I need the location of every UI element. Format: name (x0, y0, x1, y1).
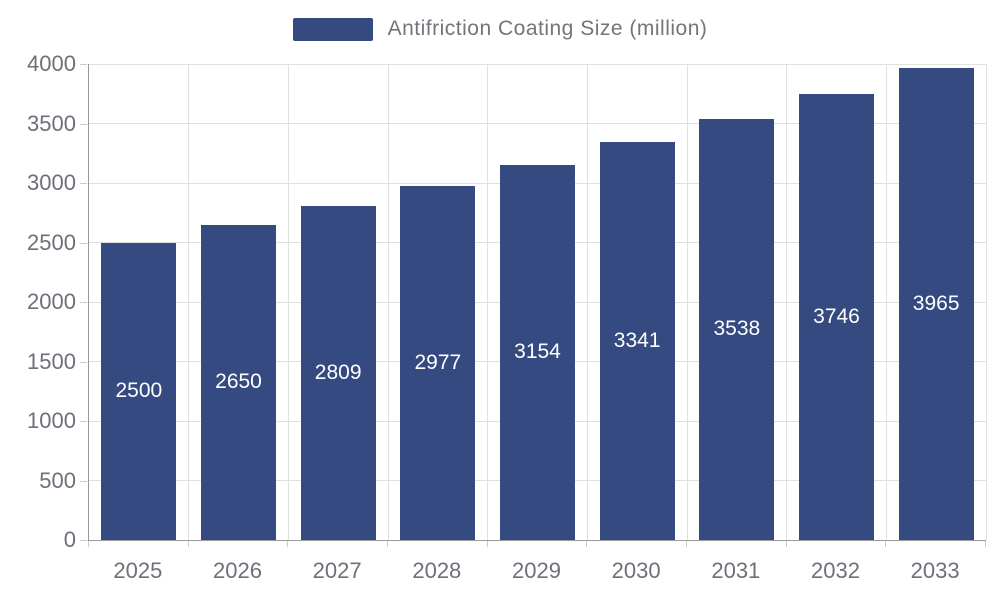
y-tick-label: 2000 (27, 289, 76, 314)
bar (699, 118, 775, 540)
x-tick-mark (885, 541, 887, 547)
bar-value-label: 2500 (115, 379, 163, 403)
y-tick-mark (80, 540, 87, 541)
y-tick-mark (80, 480, 87, 482)
x-tick-mark (287, 541, 289, 547)
bar-value-label: 3965 (912, 292, 960, 316)
gridline-vertical (985, 64, 987, 540)
bar-value-label: 3538 (713, 317, 761, 341)
x-tick-label: 2025 (113, 558, 163, 583)
x-axis-labels: 2025 2026 2027 2028 2029 2030 2031 2032 2033 (88, 558, 985, 588)
bar-value-label: 3154 (514, 340, 561, 364)
gridline-vertical (487, 64, 489, 540)
gridline-vertical (188, 64, 190, 540)
gridline-vertical (586, 64, 588, 540)
y-tick-mark (80, 242, 87, 244)
bar (101, 242, 177, 540)
legend[interactable]: Antifriction Coating Size (million) (0, 17, 1000, 41)
plot-area: 2500 2650 2809 2977 3154 3341 3538 3746 3965 (88, 63, 987, 541)
y-tick-label: 3000 (27, 170, 76, 195)
x-tick-label: 2033 (910, 558, 960, 583)
y-tick-label: 500 (39, 467, 76, 493)
gridline-vertical (786, 64, 788, 540)
x-tick-label: 2029 (512, 558, 561, 583)
gridline-vertical (885, 64, 887, 540)
bar-value-label: 3341 (613, 329, 661, 353)
bar (799, 94, 874, 540)
gridline-vertical (287, 64, 289, 540)
y-tick-mark (80, 361, 87, 363)
x-tick-label: 2026 (213, 558, 262, 583)
y-tick-mark (80, 64, 87, 65)
y-tick-label: 0 (63, 527, 76, 552)
legend-label: Antifriction Coating Size (million) (387, 17, 708, 40)
x-tick-mark (686, 541, 687, 547)
legend-swatch (292, 17, 373, 41)
x-tick-mark (88, 541, 89, 547)
x-tick-label: 2030 (611, 558, 661, 583)
bar-value-label: 2809 (314, 360, 362, 384)
y-tick-mark (80, 183, 87, 184)
y-tick-label: 3500 (27, 110, 76, 136)
x-tick-label: 2028 (412, 558, 462, 583)
bar (500, 164, 575, 540)
x-tick-label: 2031 (711, 558, 761, 583)
y-tick-mark (80, 421, 87, 422)
x-tick-mark (486, 541, 488, 547)
y-axis-labels: 0 500 1000 1500 2000 2500 3000 3500 4000 (0, 51, 76, 552)
y-tick-label: 2500 (27, 229, 76, 255)
y-tick-mark (80, 123, 87, 125)
bar (599, 142, 675, 540)
x-tick-label: 2027 (312, 558, 362, 583)
gridline-vertical (686, 64, 688, 540)
x-tick-mark (387, 541, 388, 547)
x-tick-mark (785, 541, 787, 547)
x-tick-mark (985, 541, 986, 547)
x-tick-label: 2032 (811, 558, 860, 583)
bar (400, 185, 476, 540)
y-tick-label: 1500 (27, 348, 76, 374)
x-tick-mark (586, 541, 588, 547)
x-tick-mark (187, 541, 189, 547)
bar-value-label: 2650 (215, 370, 262, 394)
gridline-vertical (387, 64, 389, 540)
bar (300, 205, 376, 540)
y-tick-label: 4000 (27, 51, 76, 76)
y-tick-label: 1000 (27, 408, 76, 433)
bar (898, 68, 974, 540)
bar (201, 224, 276, 540)
bar-value-label: 3746 (813, 305, 860, 329)
y-tick-mark (80, 302, 87, 303)
gridline-horizontal (89, 63, 986, 65)
bar-value-label: 2977 (414, 350, 462, 374)
gridline-horizontal (89, 123, 986, 124)
